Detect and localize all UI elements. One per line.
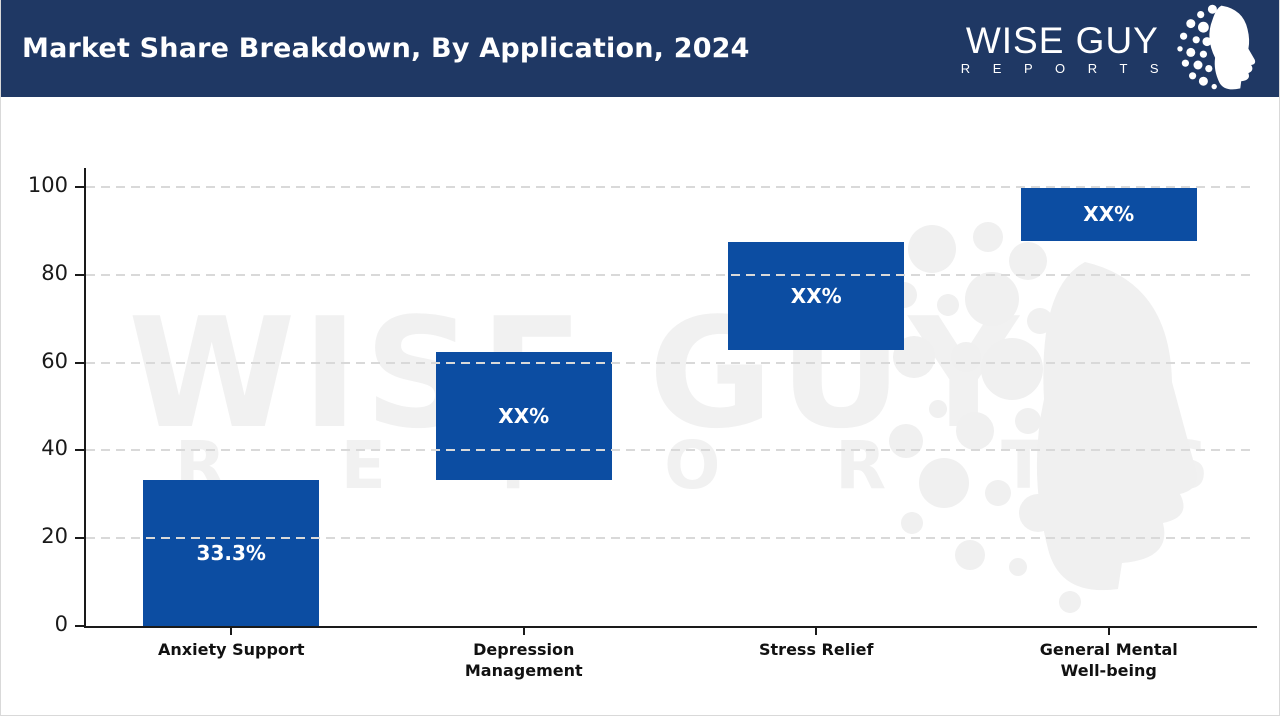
x-category-label: Stress Relief bbox=[759, 640, 874, 659]
y-axis-line bbox=[84, 168, 86, 628]
face-watermark-icon bbox=[880, 217, 1210, 621]
gridline bbox=[86, 361, 1256, 364]
wiseguy-logo: WISE GUY R E P O R T S bbox=[957, 2, 1262, 96]
y-tick-mark bbox=[75, 625, 84, 627]
waterfall-bar bbox=[143, 479, 320, 626]
y-tick-label: 100 bbox=[27, 173, 68, 197]
waterfall-bar bbox=[435, 352, 612, 480]
wiseguy-logo-text: WISE GUY R E P O R T S bbox=[957, 20, 1168, 77]
bar-value-label: XX% bbox=[498, 403, 550, 428]
x-tick-mark bbox=[1107, 628, 1110, 635]
bar-value-label: XX% bbox=[1083, 202, 1135, 227]
waterfall-bar bbox=[1020, 187, 1197, 241]
x-category-label: Anxiety Support bbox=[158, 640, 305, 659]
x-category-label: Depression Management bbox=[464, 640, 583, 680]
waterfall-bar bbox=[728, 241, 905, 351]
gridline bbox=[86, 537, 1256, 540]
y-tick-label: 0 bbox=[54, 612, 68, 636]
y-tick-mark bbox=[75, 537, 84, 540]
wiseguy-logo-line1: WISE GUY bbox=[965, 20, 1159, 61]
chart-area: WISE GUY R E P O R T S 33.3% XX% XX% XX% 0 20… bbox=[0, 97, 1280, 717]
y-tick-mark bbox=[75, 449, 84, 452]
y-tick-label: 60 bbox=[41, 348, 68, 373]
y-tick-mark bbox=[75, 273, 84, 276]
x-axis-line bbox=[84, 626, 1257, 628]
gridline bbox=[86, 186, 1256, 188]
gridline bbox=[86, 273, 1256, 276]
x-tick-mark bbox=[230, 628, 233, 635]
x-category-label: General Mental Well-being bbox=[1039, 640, 1178, 680]
page-title: Market Share Breakdown, By Application, … bbox=[22, 33, 750, 64]
x-tick-mark bbox=[815, 628, 818, 635]
y-tick-mark bbox=[75, 186, 84, 188]
face-logo-icon bbox=[1170, 2, 1262, 96]
y-tick-label: 80 bbox=[41, 260, 68, 285]
y-tick-label: 40 bbox=[41, 436, 68, 461]
y-tick-label: 20 bbox=[41, 524, 68, 549]
x-tick-mark bbox=[522, 628, 525, 635]
gridline bbox=[86, 449, 1256, 452]
watermark-text-line2: R E P O R T S bbox=[175, 427, 1255, 504]
header-bar: Market Share Breakdown, By Application, … bbox=[0, 0, 1280, 97]
bar-value-label: 33.3% bbox=[196, 540, 266, 565]
wiseguy-logo-line2: R E P O R T S bbox=[960, 61, 1168, 76]
y-tick-mark bbox=[75, 361, 84, 364]
bar-value-label: XX% bbox=[790, 284, 842, 309]
